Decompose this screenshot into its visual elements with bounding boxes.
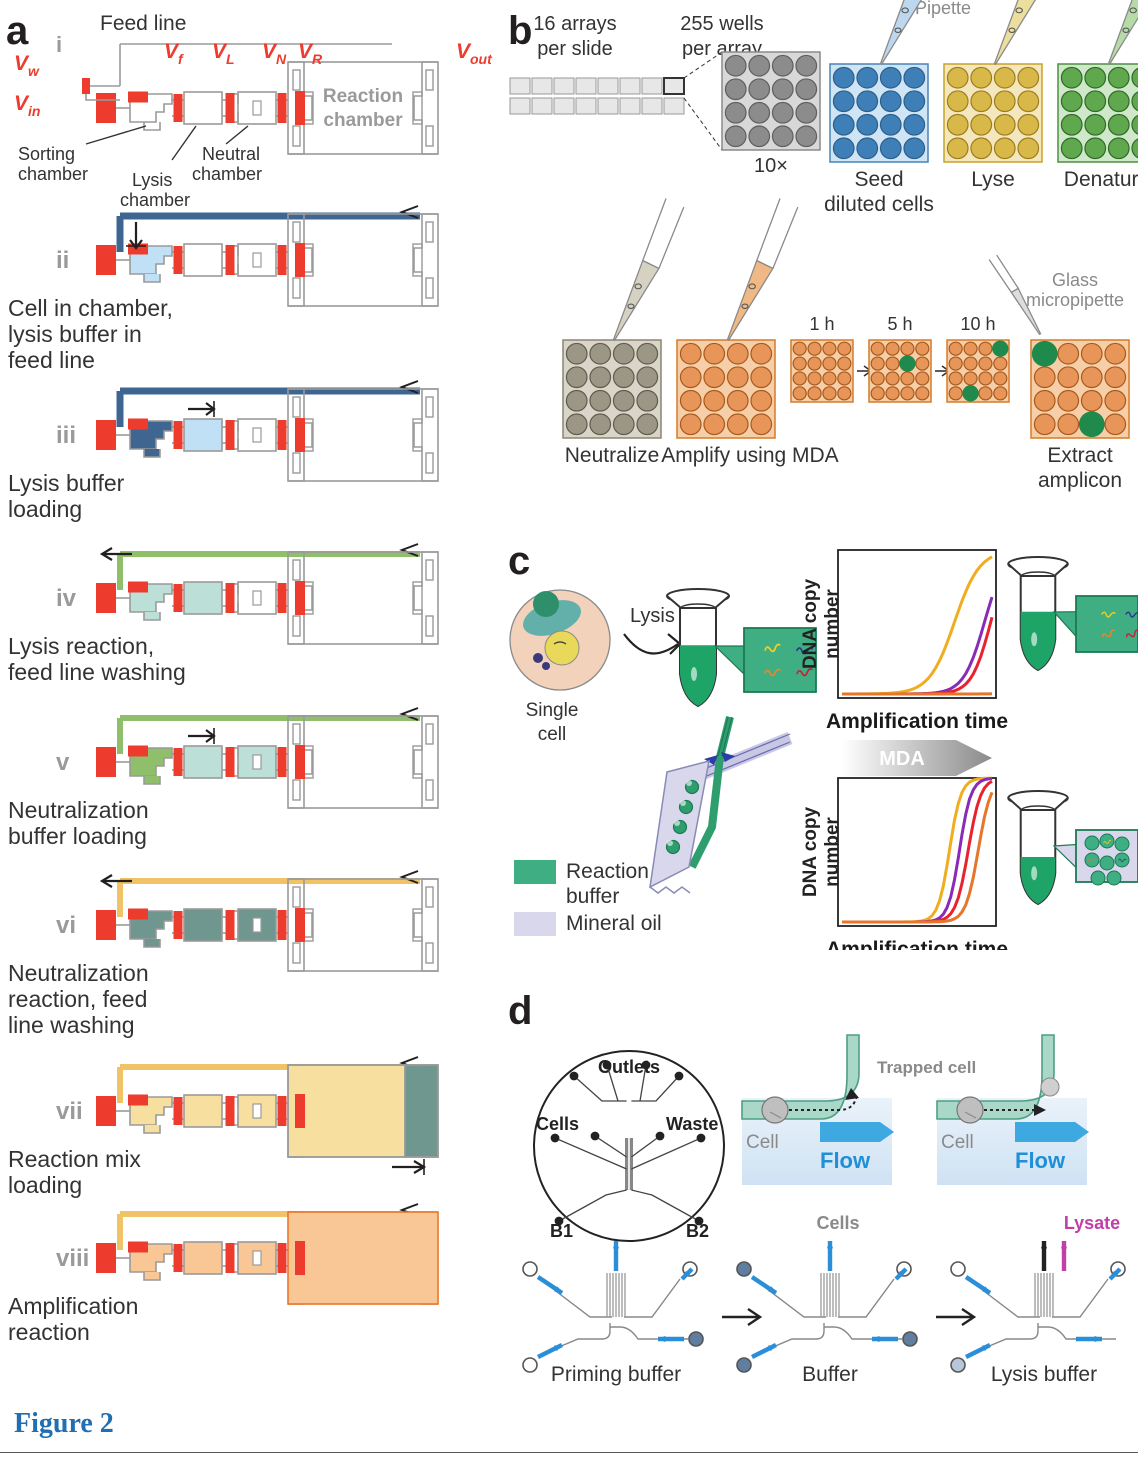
svg-text:Cell: Cell (746, 1132, 779, 1153)
svg-text:a: a (6, 9, 29, 53)
svg-text:Pipette: Pipette (915, 0, 971, 18)
svg-text:Neutralize: Neutralize (565, 444, 660, 467)
svg-text:ii: ii (56, 247, 69, 274)
svg-text:Lysis buffer: Lysis buffer (8, 470, 125, 496)
svg-text:chamber: chamber (323, 110, 403, 131)
svg-text:10 h: 10 h (960, 314, 995, 334)
svg-text:i: i (56, 32, 62, 57)
svg-text:reaction: reaction (8, 1319, 90, 1345)
svg-text:c: c (508, 539, 530, 583)
svg-text:MDA: MDA (879, 748, 925, 770)
svg-text:Flow: Flow (1015, 1148, 1066, 1173)
svg-text:chamber: chamber (18, 164, 88, 184)
svg-text:reaction, feed: reaction, feed (8, 986, 147, 1012)
svg-text:feed line washing: feed line washing (8, 659, 186, 685)
svg-text:Mineral oil: Mineral oil (566, 912, 662, 935)
svg-text:v: v (56, 749, 70, 776)
svg-text:buffer loading: buffer loading (8, 823, 147, 849)
svg-text:Amplification: Amplification (8, 1293, 138, 1319)
svg-text:in: in (28, 103, 40, 119)
svg-text:f: f (178, 51, 184, 67)
svg-text:Neutral: Neutral (202, 144, 260, 164)
svg-text:Amplify using MDA: Amplify using MDA (661, 444, 838, 467)
svg-text:Lysate: Lysate (1064, 1213, 1120, 1233)
svg-text:d: d (508, 989, 532, 1033)
svg-text:vii: vii (56, 1098, 83, 1125)
svg-text:5 h: 5 h (887, 314, 912, 334)
svg-text:Cells: Cells (536, 1114, 579, 1134)
svg-text:Lyse: Lyse (971, 168, 1015, 191)
svg-text:Buffer: Buffer (802, 1363, 858, 1386)
svg-text:Neutralization: Neutralization (8, 960, 149, 986)
svg-text:Neutralization: Neutralization (8, 797, 149, 823)
svg-text:loading: loading (8, 1172, 82, 1198)
svg-text:viii: viii (56, 1245, 89, 1272)
svg-text:Trapped cell: Trapped cell (877, 1058, 976, 1077)
svg-text:chamber: chamber (192, 164, 262, 184)
svg-text:L: L (226, 51, 235, 67)
svg-text:DNA copynumber: DNA copynumber (800, 807, 843, 898)
svg-text:DNA copynumber: DNA copynumber (800, 579, 843, 670)
svg-text:Lysis: Lysis (630, 605, 675, 627)
svg-text:Lysis buffer: Lysis buffer (991, 1363, 1097, 1386)
svg-text:Waste: Waste (666, 1114, 718, 1134)
svg-text:lysis buffer in: lysis buffer in (8, 321, 142, 347)
svg-text:vi: vi (56, 912, 76, 939)
svg-text:line washing: line washing (8, 1012, 135, 1038)
svg-text:loading: loading (8, 496, 82, 522)
svg-text:Priming buffer: Priming buffer (551, 1363, 681, 1386)
svg-text:b: b (508, 9, 532, 53)
svg-text:Amplification time: Amplification time (826, 710, 1008, 733)
svg-text:Cells: Cells (816, 1213, 859, 1233)
svg-text:w: w (28, 63, 40, 79)
svg-text:N: N (276, 51, 287, 67)
svg-text:Cell in chamber,: Cell in chamber, (8, 295, 173, 321)
svg-text:Reaction mix: Reaction mix (8, 1146, 141, 1172)
svg-text:feed line: feed line (8, 347, 95, 373)
svg-text:chamber: chamber (120, 190, 190, 210)
svg-text:R: R (312, 51, 323, 67)
svg-text:Feed line: Feed line (100, 12, 186, 35)
svg-text:Denature: Denature (1064, 168, 1138, 191)
svg-text:out: out (470, 51, 493, 67)
svg-text:1 h: 1 h (809, 314, 834, 334)
svg-text:Amplification time: Amplification time (826, 938, 1008, 950)
svg-text:iii: iii (56, 422, 76, 449)
svg-text:Sorting: Sorting (18, 144, 75, 164)
svg-text:10×: 10× (754, 155, 788, 177)
svg-text:Reaction: Reaction (323, 86, 403, 107)
svg-text:Lysis: Lysis (132, 170, 172, 190)
svg-text:iv: iv (56, 585, 77, 612)
svg-text:Flow: Flow (820, 1148, 871, 1173)
svg-text:Lysis reaction,: Lysis reaction, (8, 633, 154, 659)
svg-text:Cell: Cell (941, 1132, 974, 1153)
